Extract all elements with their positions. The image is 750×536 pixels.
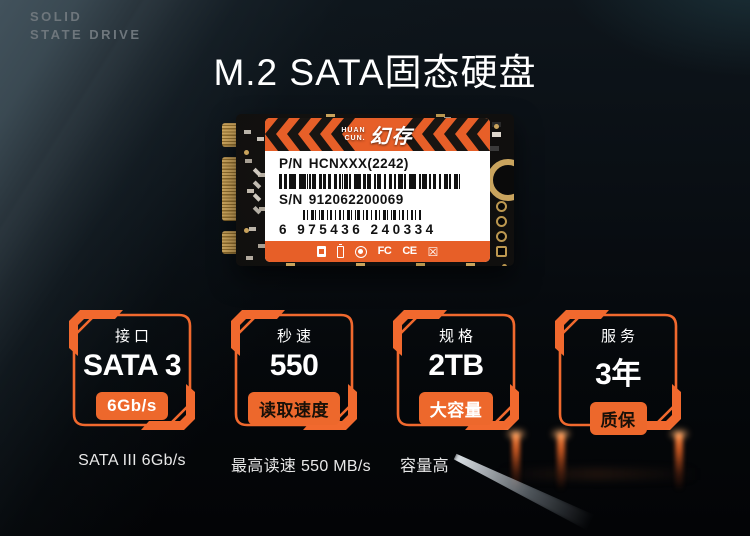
feature-badges-row: 接口 SATA 3 6Gb/s SATA III 6Gb/s 秒速 550 读取…: [0, 310, 750, 476]
m2-connector-pins: [222, 123, 239, 147]
watermark-line2: STATE DRIVE: [30, 26, 142, 42]
badge-value: 550: [269, 349, 319, 382]
fcc-mark: FC: [377, 245, 392, 257]
badge-content: 接口 SATA 3 6Gb/s: [69, 310, 195, 420]
ssd-product-image: HUAN CUN. 幻存 P/N HCNXXX(2242) S/N 91206220…: [222, 112, 514, 268]
brand-cn-text: 幻存: [369, 126, 414, 148]
badge-frame-decoration: [231, 310, 357, 430]
light-beam: [557, 433, 565, 491]
edge-pads: [286, 263, 295, 266]
floor-glow: [498, 468, 698, 480]
brand-en-line2: CUN.: [344, 134, 366, 142]
feature-badge: 接口 SATA 3 6Gb/s: [69, 310, 195, 430]
badge-label: 服务: [600, 328, 639, 345]
brand-logo: HUAN CUN. 幻存: [265, 118, 490, 151]
label-footer-certifications: FC CE ☒: [265, 241, 490, 262]
badge-frame-decoration: [69, 310, 195, 430]
ssd-label: HUAN CUN. 幻存 P/N HCNXXX(2242) S/N 91206220…: [265, 118, 490, 262]
sn-label: S/N: [279, 192, 303, 207]
badge-pill: 大容量: [418, 392, 494, 425]
badge-content: 服务 3年 质保: [555, 310, 681, 435]
brand-en-line1: HUAN: [341, 126, 366, 134]
badge-pill: 6Gb/s: [96, 392, 168, 420]
badge-caption: SATA III 6Gb/s: [78, 452, 186, 469]
serial-number-line: S/N 912062200069: [279, 192, 476, 207]
badge-caption: 容量高: [400, 458, 449, 475]
watermark: SOLID STATE DRIVE: [30, 8, 142, 43]
screw-mount-notch: [487, 159, 514, 201]
badge-content: 秒速 550 读取速度: [231, 310, 357, 425]
smd-components: [244, 130, 251, 134]
rohs-circle-icon: [354, 245, 367, 258]
m2-connector-pins: [222, 157, 239, 221]
badge-pill: 质保: [589, 402, 647, 435]
badge-value: 2TB: [428, 349, 484, 382]
feature-badge: 秒速 550 读取速度: [231, 310, 357, 430]
ce-mark: CE: [402, 245, 417, 257]
via-hole: [496, 231, 507, 242]
light-beam: [512, 433, 520, 491]
pn-label: P/N: [279, 156, 303, 171]
page-title: M.2 SATA固态硬盘: [213, 52, 537, 93]
barcode-small: [303, 210, 422, 220]
badge-frame-decoration: [393, 310, 519, 430]
ean-number: 6 975436 240334: [279, 222, 437, 237]
brand-mark-icon: [316, 246, 326, 257]
badge-content: 规格 2TB 大容量: [393, 310, 519, 425]
badge-label: 接口: [114, 328, 153, 345]
badge-caption: 最高读速 550 MB/s: [231, 458, 371, 475]
smd-components-diagonal: [252, 167, 262, 177]
feature-interface: 接口 SATA 3 6Gb/s SATA III 6Gb/s: [69, 310, 195, 476]
label-body: P/N HCNXXX(2242) S/N 912062200069 6 975436…: [265, 151, 490, 241]
feature-badge: 服务 3年 质保: [555, 310, 681, 435]
badge-value: SATA 3: [82, 349, 182, 382]
weee-bin-icon: ☒: [427, 244, 439, 259]
badge-label: 规格: [438, 328, 477, 345]
badge-label: 秒速: [276, 328, 315, 345]
pn-value: HCNXXX(2242): [308, 156, 409, 171]
ssd-pcb: HUAN CUN. 幻存 P/N HCNXXX(2242) S/N 91206220…: [236, 114, 514, 266]
sn-value: 912062200069: [308, 192, 404, 207]
badge-pill: 读取速度: [248, 392, 340, 425]
feature-capacity: 规格 2TB 大容量 容量高: [393, 310, 519, 476]
feature-warranty: 服务 3年 质保: [555, 310, 681, 476]
watermark-line1: SOLID: [30, 9, 83, 24]
via-hole: [496, 201, 507, 212]
solder-pads: [244, 150, 249, 155]
chevron-pattern: [265, 118, 490, 151]
part-number-line: P/N HCNXXX(2242): [279, 156, 476, 171]
via-hole: [496, 216, 507, 227]
via-hole-square: [496, 246, 507, 257]
light-beam: [675, 433, 683, 491]
feature-badge: 规格 2TB 大容量: [393, 310, 519, 430]
brand-en-text: HUAN CUN.: [341, 127, 365, 142]
feature-speed: 秒速 550 读取速度 最高读速 550 MB/s: [231, 310, 371, 476]
badge-value: 3年: [595, 358, 641, 391]
barcode: [279, 174, 461, 189]
label-header-chevrons: HUAN CUN. 幻存: [265, 118, 490, 151]
battery-icon: [336, 243, 344, 258]
m2-connector-pins: [222, 231, 239, 254]
